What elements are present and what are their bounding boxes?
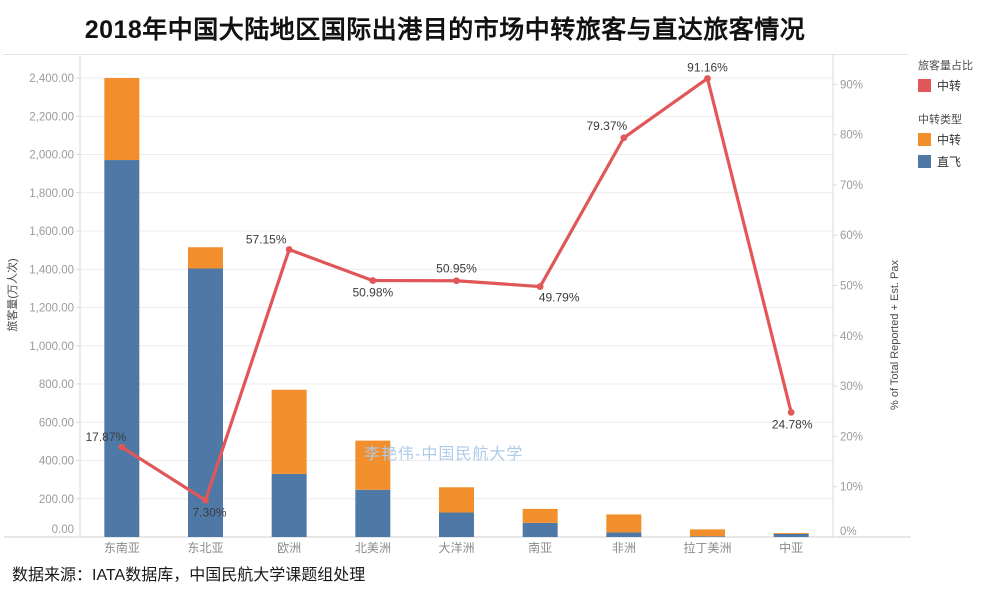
legend-gap bbox=[918, 99, 986, 111]
bar-direct-3[interactable] bbox=[355, 489, 391, 537]
left-axis-title: 旅客量(万人次) bbox=[5, 258, 19, 331]
x-axis-category-label: 北美洲 bbox=[355, 541, 391, 555]
line-point-label: 79.37% bbox=[586, 119, 627, 133]
right-axis-tick-label: 90% bbox=[840, 79, 863, 91]
left-axis-tick-label: 1,400.00 bbox=[29, 264, 74, 276]
source-note: 数据来源：IATA数据库，中国民航大学课题组处理 bbox=[12, 567, 366, 584]
x-axis-category-label: 东南亚 bbox=[104, 540, 140, 555]
right-axis-tick-label: 0% bbox=[840, 526, 857, 538]
bar-direct-6[interactable] bbox=[606, 532, 642, 537]
x-axis-category-label: 非洲 bbox=[612, 541, 636, 555]
chart-title: 2018年中国大陆地区国际出港目的市场中转旅客与直达旅客情况 bbox=[84, 16, 806, 44]
line-point-label: 91.16% bbox=[687, 60, 728, 74]
legend-item-bar-transfer[interactable]: 中转 bbox=[918, 131, 986, 148]
left-axis-tick-label: 1,600.00 bbox=[29, 226, 74, 238]
bar-transfer-8[interactable] bbox=[773, 532, 809, 534]
bar-direct-0[interactable] bbox=[104, 160, 140, 537]
legend-item-label: 直飞 bbox=[937, 155, 962, 169]
legend-item-label: 中转 bbox=[937, 79, 962, 93]
legend-item-bar-direct[interactable]: 直飞 bbox=[918, 153, 986, 170]
legend-group2-title: 中转类型 bbox=[918, 114, 962, 126]
x-axis-category-label: 大洋洲 bbox=[438, 540, 474, 555]
bar-transfer-2[interactable] bbox=[271, 389, 307, 474]
bar-transfer-5[interactable] bbox=[522, 508, 558, 523]
bar-direct-8[interactable] bbox=[773, 533, 809, 537]
right-axis-tick-label: 20% bbox=[840, 431, 863, 443]
right-axis-tick-label: 80% bbox=[840, 130, 863, 142]
right-axis-tick-label: 50% bbox=[840, 281, 863, 293]
left-axis-tick-label: 1,200.00 bbox=[29, 303, 74, 315]
bar-direct-2[interactable] bbox=[271, 473, 307, 537]
line-point-1[interactable] bbox=[202, 496, 209, 504]
legend-swatch-orange bbox=[918, 133, 931, 146]
legend-item-label: 中转 bbox=[937, 133, 962, 147]
line-point-2[interactable] bbox=[285, 246, 293, 253]
line-point-7[interactable] bbox=[704, 75, 711, 82]
bar-transfer-0[interactable] bbox=[104, 78, 140, 161]
line-point-label: 49.79% bbox=[539, 291, 580, 305]
x-axis-category-label: 东北亚 bbox=[187, 541, 223, 555]
line-point-label: 17.87% bbox=[85, 430, 126, 444]
right-axis-tick-label: 60% bbox=[840, 230, 863, 242]
line-point-4[interactable] bbox=[453, 277, 460, 285]
line-point-label: 50.98% bbox=[352, 286, 393, 300]
bar-transfer-3[interactable] bbox=[355, 440, 391, 490]
line-point-label: 7.30% bbox=[192, 505, 226, 519]
legend-swatch-red bbox=[918, 79, 931, 92]
left-axis-tick-label: 800.00 bbox=[39, 379, 74, 391]
line-point-6[interactable] bbox=[620, 134, 628, 142]
legend-swatch-blue bbox=[918, 155, 931, 168]
line-point-0[interactable] bbox=[118, 443, 126, 451]
title-divider bbox=[3, 54, 908, 55]
legend-item-line-transfer[interactable]: 中转 bbox=[918, 77, 986, 94]
left-axis-tick-label: 1,800.00 bbox=[29, 188, 74, 200]
left-axis-tick-label: 2,200.00 bbox=[29, 111, 74, 123]
line-point-3[interactable] bbox=[369, 277, 377, 284]
left-axis-tick-label: 0.00 bbox=[52, 524, 74, 536]
left-axis-tick-label: 200.00 bbox=[39, 494, 74, 506]
right-axis-tick-label: 30% bbox=[840, 381, 863, 393]
legend: 旅客量占比 中转 中转类型 中转 直飞 bbox=[918, 57, 986, 175]
legend-group1-title: 旅客量占比 bbox=[918, 60, 973, 72]
x-axis-category-label: 拉丁美洲 bbox=[683, 540, 731, 555]
left-axis-tick-label: 2,000.00 bbox=[29, 150, 74, 162]
right-axis-tick-label: 40% bbox=[840, 331, 863, 343]
line-point-5[interactable] bbox=[536, 283, 544, 290]
line-point-label: 24.78% bbox=[772, 417, 813, 431]
line-point-label: 57.15% bbox=[246, 233, 287, 247]
right-axis-title: % of Total Reported + Est. Pax bbox=[889, 260, 901, 410]
right-axis-tick-label: 70% bbox=[840, 180, 863, 192]
bar-transfer-4[interactable] bbox=[439, 487, 474, 513]
x-axis-category-label: 中亚 bbox=[779, 540, 803, 555]
left-axis-tick-label: 2,400.00 bbox=[29, 73, 74, 85]
left-axis-tick-label: 400.00 bbox=[39, 456, 74, 468]
line-point-label: 50.95% bbox=[436, 262, 477, 276]
right-axis-tick-label: 10% bbox=[840, 482, 863, 494]
bar-direct-4[interactable] bbox=[439, 512, 474, 537]
bar-transfer-6[interactable] bbox=[606, 514, 642, 533]
bar-transfer-7[interactable] bbox=[690, 529, 725, 537]
bar-transfer-1[interactable] bbox=[188, 247, 223, 269]
x-axis-category-label: 欧洲 bbox=[277, 541, 301, 555]
x-axis-category-label: 南亚 bbox=[528, 540, 552, 555]
bar-direct-5[interactable] bbox=[522, 522, 558, 537]
left-axis-tick-label: 600.00 bbox=[39, 417, 74, 429]
left-axis-tick-label: 1,000.00 bbox=[29, 341, 74, 353]
line-point-8[interactable] bbox=[787, 408, 795, 416]
bar-direct-7[interactable] bbox=[690, 536, 725, 537]
